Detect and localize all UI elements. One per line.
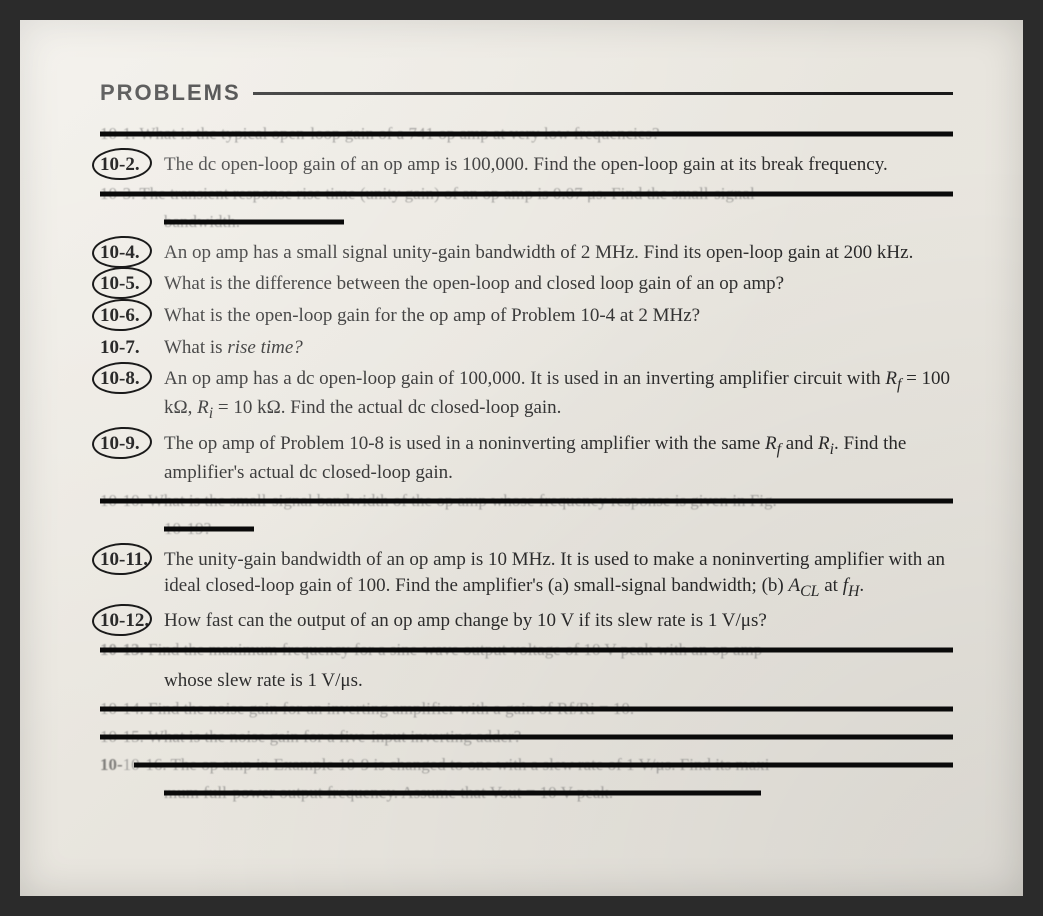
problem-number: 10-8.	[100, 366, 164, 392]
struck-line-10-15: 10-15. What is the noise gain for a five…	[100, 727, 953, 747]
problem-number: 10-9.	[100, 431, 164, 457]
struck-line-10-13: 10-13. Find the maximum frequency for a …	[100, 640, 953, 660]
heading-rule	[253, 92, 953, 95]
struck-line-10-14: 10-14. Find the noise gain for an invert…	[100, 699, 953, 719]
problem-text: An op amp has a small signal unity-gain …	[164, 240, 953, 266]
struck-line-10-1: 10-1. What is the typical open-loop gain…	[100, 124, 953, 144]
problem-10-12: 10-12. How fast can the output of an op …	[100, 608, 953, 634]
section-heading: PROBLEMS	[100, 80, 953, 106]
problem-number: 10-2.	[100, 152, 164, 178]
problem-text: What is the open-loop gain for the op am…	[164, 303, 953, 329]
problem-10-6: 10-6. What is the open-loop gain for the…	[100, 303, 953, 329]
problem-10-4: 10-4. An op amp has a small signal unity…	[100, 240, 953, 266]
struck-line-10-10b: 10-19?	[164, 519, 254, 539]
struck-line-10-16a: 10-10-16. The op amp in Example 10-9 is …	[100, 755, 953, 775]
scanned-page: PROBLEMS 10-1. What is the typical open-…	[20, 20, 1023, 896]
problem-10-2: 10-2. The dc open-loop gain of an op amp…	[100, 152, 953, 178]
struck-line-10-3: 10-3. The transient response rise time (…	[100, 184, 953, 204]
problem-text: How fast can the output of an op amp cha…	[164, 608, 953, 634]
struck-line-10-10: 10-10. What is the small-signal bandwidt…	[100, 491, 953, 511]
problem-text: The op amp of Problem 10-8 is used in a …	[164, 431, 953, 486]
problem-10-7: 10-7. What is rise time?	[100, 335, 953, 361]
problem-number: 10-7.	[100, 335, 164, 361]
problem-10-13-tail: whose slew rate is 1 V/μs.	[100, 668, 953, 694]
problem-number: 10-11.	[100, 547, 164, 573]
problem-text: The unity-gain bandwidth of an op amp is…	[164, 547, 953, 602]
problem-text: What is rise time?	[164, 335, 953, 361]
problem-number: 10-12.	[100, 608, 164, 634]
problem-number: 10-4.	[100, 240, 164, 266]
problem-text: What is the difference between the open-…	[164, 271, 953, 297]
problem-10-11: 10-11. The unity-gain bandwidth of an op…	[100, 547, 953, 602]
problem-number: 10-6.	[100, 303, 164, 329]
problem-10-5: 10-5. What is the difference between the…	[100, 271, 953, 297]
problem-text: An op amp has a dc open-loop gain of 100…	[164, 366, 953, 424]
problem-10-8: 10-8. An op amp has a dc open-loop gain …	[100, 366, 953, 424]
problem-text: The dc open-loop gain of an op amp is 10…	[164, 152, 953, 178]
problem-10-9: 10-9. The op amp of Problem 10-8 is used…	[100, 431, 953, 486]
struck-line-10-16b: mum full-power output frequency. Assume …	[164, 783, 761, 803]
problem-text: whose slew rate is 1 V/μs.	[164, 668, 953, 694]
problem-number: 10-5.	[100, 271, 164, 297]
struck-line-10-3b: bandwidth.	[164, 212, 344, 232]
heading-text: PROBLEMS	[100, 80, 241, 106]
